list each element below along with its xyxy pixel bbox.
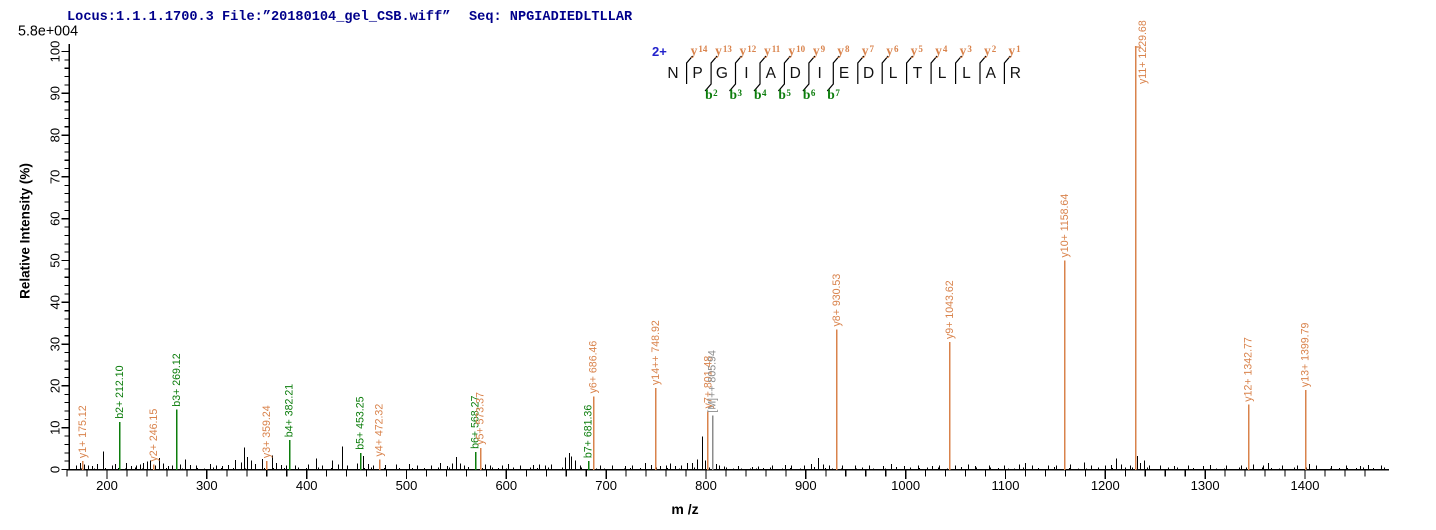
- svg-text:2+: 2+: [652, 44, 667, 59]
- svg-text:y12: y12: [740, 43, 757, 58]
- svg-text:y10+ 1158.64: y10+ 1158.64: [1059, 194, 1071, 258]
- svg-text:T: T: [913, 65, 923, 82]
- svg-text:b6: b6: [803, 87, 816, 102]
- svg-text:y12+ 1342.77: y12+ 1342.77: [1243, 337, 1255, 402]
- svg-text:y4+ 472.32: y4+ 472.32: [374, 404, 386, 457]
- svg-text:b3: b3: [730, 87, 743, 102]
- svg-text:200: 200: [96, 478, 118, 493]
- svg-text:80: 80: [48, 128, 63, 142]
- svg-text:100: 100: [48, 41, 63, 63]
- svg-text:b7: b7: [827, 87, 840, 102]
- svg-text:y2: y2: [984, 43, 997, 58]
- svg-text:Relative Intensity (%): Relative Intensity (%): [18, 163, 33, 299]
- svg-text:L: L: [938, 65, 947, 82]
- svg-text:70: 70: [48, 170, 63, 184]
- svg-text:y3+ 359.24: y3+ 359.24: [261, 405, 273, 458]
- svg-text:y9: y9: [813, 43, 826, 58]
- svg-text:1200: 1200: [1091, 478, 1120, 493]
- svg-text:Seq: NPGIADIEDLTLLAR: Seq: NPGIADIEDLTLLAR: [469, 10, 633, 25]
- svg-text:y5+ 573.37: y5+ 573.37: [475, 392, 487, 445]
- svg-text:b5: b5: [778, 87, 791, 102]
- svg-text:10: 10: [48, 420, 63, 434]
- svg-text:b4+ 382.21: b4+ 382.21: [284, 384, 296, 437]
- svg-text:y7+ 801.48: y7+ 801.48: [702, 356, 714, 409]
- svg-text:700: 700: [595, 478, 617, 493]
- svg-text:b5+ 453.25: b5+ 453.25: [355, 396, 367, 449]
- svg-text:y7: y7: [862, 43, 875, 58]
- svg-text:1000: 1000: [891, 478, 920, 493]
- svg-text:m /z: m /z: [671, 501, 698, 517]
- svg-text:y5: y5: [911, 43, 924, 58]
- svg-text:b3+ 269.12: b3+ 269.12: [171, 353, 183, 406]
- svg-text:y11: y11: [764, 43, 781, 58]
- svg-text:500: 500: [396, 478, 418, 493]
- svg-text:N: N: [667, 65, 678, 82]
- svg-text:40: 40: [48, 295, 63, 309]
- svg-text:y1: y1: [1008, 43, 1021, 58]
- svg-text:y4: y4: [935, 43, 948, 58]
- svg-text:G: G: [716, 65, 728, 82]
- svg-text:Locus:1.1.1.1700.3 File:”20180: Locus:1.1.1.1700.3 File:”20180104_gel_CS…: [67, 10, 450, 25]
- svg-text:y11+ 1229.68: y11+ 1229.68: [1137, 20, 1149, 84]
- svg-text:y9+ 1043.62: y9+ 1043.62: [944, 280, 956, 339]
- svg-text:[M]++ 805.94: [M]++ 805.94: [707, 350, 719, 413]
- svg-text:y8+ 930.53: y8+ 930.53: [831, 274, 843, 327]
- svg-text:400: 400: [296, 478, 318, 493]
- svg-text:L: L: [889, 65, 898, 82]
- svg-text:60: 60: [48, 211, 63, 225]
- svg-text:1300: 1300: [1191, 478, 1220, 493]
- svg-text:y13: y13: [715, 43, 732, 58]
- svg-text:90: 90: [48, 86, 63, 100]
- svg-text:y14++ 748.92: y14++ 748.92: [650, 320, 662, 385]
- svg-text:b6+ 568.27: b6+ 568.27: [469, 395, 481, 448]
- svg-text:y14: y14: [691, 43, 708, 58]
- svg-text:I: I: [818, 65, 822, 82]
- svg-text:b4: b4: [754, 87, 767, 102]
- svg-text:y1+ 175.12: y1+ 175.12: [77, 405, 89, 458]
- svg-text:800: 800: [695, 478, 717, 493]
- svg-text:1100: 1100: [992, 478, 1020, 493]
- svg-text:y6+ 686.46: y6+ 686.46: [587, 341, 599, 394]
- svg-text:y2+ 246.15: y2+ 246.15: [148, 409, 160, 462]
- svg-text:I: I: [744, 65, 748, 82]
- svg-text:A: A: [986, 65, 997, 82]
- svg-text:y13+ 1399.79: y13+ 1399.79: [1300, 322, 1312, 387]
- svg-text:b2+ 212.10: b2+ 212.10: [114, 365, 126, 418]
- svg-text:y3: y3: [960, 43, 973, 58]
- svg-text:5.8e+004: 5.8e+004: [18, 24, 78, 40]
- svg-text:50: 50: [48, 253, 63, 267]
- svg-text:1400: 1400: [1291, 478, 1320, 493]
- svg-text:R: R: [1010, 65, 1021, 82]
- svg-text:E: E: [839, 65, 849, 82]
- svg-text:30: 30: [48, 337, 63, 351]
- svg-text:D: D: [863, 65, 874, 82]
- svg-text:b2: b2: [705, 87, 718, 102]
- svg-text:D: D: [790, 65, 801, 82]
- svg-text:0: 0: [48, 466, 63, 473]
- svg-text:b7+ 681.36: b7+ 681.36: [582, 405, 594, 458]
- svg-text:600: 600: [495, 478, 517, 493]
- svg-text:A: A: [766, 65, 777, 82]
- svg-text:P: P: [692, 65, 702, 82]
- svg-text:20: 20: [48, 379, 63, 393]
- svg-text:L: L: [962, 65, 971, 82]
- svg-text:y10: y10: [788, 43, 805, 58]
- svg-text:300: 300: [196, 478, 218, 493]
- svg-text:y8: y8: [837, 43, 850, 58]
- svg-text:900: 900: [795, 478, 817, 493]
- svg-text:y6: y6: [886, 43, 899, 58]
